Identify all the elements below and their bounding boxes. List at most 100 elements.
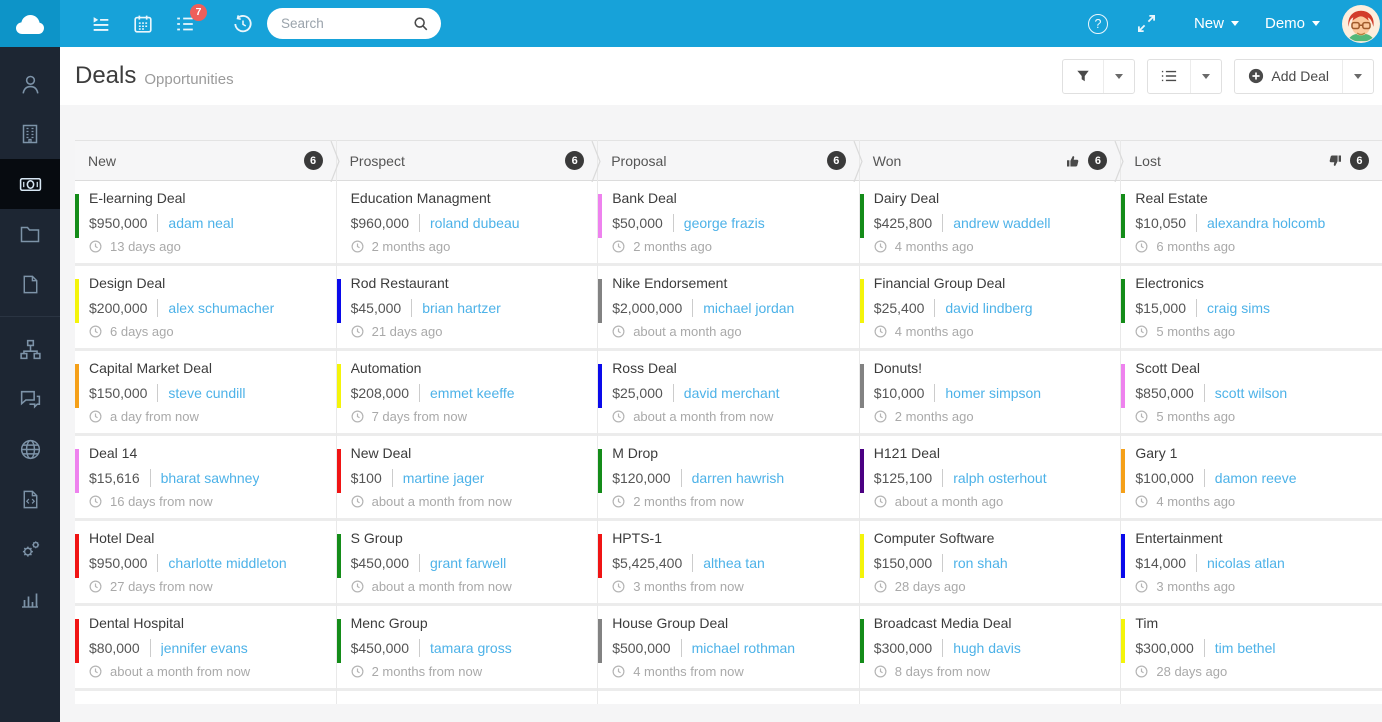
deal-card[interactable]: Entertainment $14,000 nicolas atlan 3 month… xyxy=(1121,521,1382,606)
deal-card[interactable]: S Group $450,000 grant farwell about a mont… xyxy=(336,521,598,606)
deal-title: Computer Software xyxy=(873,530,995,546)
deal-amount: $850,000 xyxy=(1135,385,1194,401)
search-icon[interactable] xyxy=(413,16,429,32)
person-link[interactable]: homer simpson xyxy=(945,385,1042,401)
app-logo[interactable] xyxy=(0,0,60,47)
deal-time: about a month from now xyxy=(371,494,512,509)
person-link[interactable]: damon reeve xyxy=(1214,470,1297,486)
view-button-group xyxy=(1147,58,1223,94)
probability-indicator xyxy=(336,364,341,408)
new-menu[interactable]: New xyxy=(1194,15,1239,32)
sidebar-item-deals[interactable] xyxy=(0,159,60,209)
person-link[interactable]: ron shah xyxy=(953,555,1008,571)
sidebar-item-portal[interactable] xyxy=(0,424,60,474)
person-link[interactable]: adam neal xyxy=(168,215,234,231)
deal-card[interactable]: Capital Market Deal $150,000 steve cundill… xyxy=(75,351,336,436)
calendar-icon[interactable] xyxy=(130,11,156,37)
deal-card[interactable]: Broadcast Media Deal $300,000 hugh davis 8 … xyxy=(859,606,1121,691)
history-icon[interactable] xyxy=(230,11,256,37)
person-link[interactable]: charlotte middleton xyxy=(168,555,287,571)
sidebar-item-cases[interactable] xyxy=(0,374,60,424)
deal-card[interactable]: Design Deal $200,000 alex schumacher 6 days… xyxy=(75,266,336,351)
deal-card[interactable]: Dairy Deal $425,800 andrew waddell 4 months… xyxy=(859,181,1121,266)
person-link[interactable]: roland dubeau xyxy=(430,215,520,231)
deal-card[interactable]: Nike Endorsement $2,000,000 michael jordan… xyxy=(598,266,859,351)
deal-card[interactable]: Real Estate $10,050 alexandra holcomb 6 mon… xyxy=(1121,181,1382,266)
person-link[interactable]: martine jager xyxy=(402,470,485,486)
person-link[interactable]: steve cundill xyxy=(168,385,246,401)
person-link[interactable]: scott wilson xyxy=(1214,385,1288,401)
deal-card[interactable]: HPTS-1 $5,425,400 althea tan 3 months from … xyxy=(598,521,859,606)
person-link[interactable]: nicolas atlan xyxy=(1206,555,1285,571)
deal-title: Entertainment xyxy=(1135,530,1223,546)
person-link[interactable]: michael rothman xyxy=(691,640,796,656)
clock-icon xyxy=(89,665,102,678)
sidebar-item-campaigns[interactable] xyxy=(0,324,60,374)
person-link[interactable]: david lindberg xyxy=(945,300,1033,316)
help-icon[interactable]: ? xyxy=(1087,13,1108,34)
deal-card[interactable]: Ross Deal $25,000 david merchant about a mo… xyxy=(598,351,859,436)
sidebar-item-reports[interactable] xyxy=(0,574,60,624)
deal-card[interactable]: Bank Deal $50,000 george frazis 2 months ag… xyxy=(598,181,859,266)
sidebar-item-templates[interactable] xyxy=(0,474,60,524)
person-link[interactable]: bharat sawhney xyxy=(160,470,260,486)
column-header: Proposal 6 xyxy=(598,140,863,182)
stream-icon[interactable] xyxy=(88,11,114,37)
deal-card[interactable]: Automation $208,000 emmet keeffe 7 days fro… xyxy=(336,351,598,436)
list-view-button[interactable] xyxy=(1148,60,1190,93)
deal-card[interactable]: House Group Deal $500,000 michael rothman 4… xyxy=(598,606,859,691)
deal-card[interactable]: Deal 14 $15,616 bharat sawhney 16 days from… xyxy=(75,436,336,521)
person-link[interactable]: george frazis xyxy=(683,215,765,231)
deal-card[interactable]: Computer Software $150,000 ron shah 28 days… xyxy=(859,521,1121,606)
avatar[interactable] xyxy=(1342,4,1380,43)
user-menu[interactable]: Demo xyxy=(1265,15,1320,32)
probability-indicator xyxy=(75,279,79,323)
deal-card[interactable]: Dental Hospital $80,000 jennifer evans abou… xyxy=(75,606,336,691)
tasks-icon[interactable]: 7 xyxy=(172,3,207,37)
deal-card[interactable]: Menc Group $450,000 tamara gross 2 months f… xyxy=(336,606,598,691)
filter-dropdown-button[interactable] xyxy=(1103,59,1134,93)
deal-card[interactable]: Gary 1 $100,000 damon reeve 4 months ago xyxy=(1121,436,1382,521)
add-deal-button[interactable]: Add Deal xyxy=(1235,60,1342,93)
person-link[interactable]: alex schumacher xyxy=(168,300,275,316)
deal-card[interactable]: Financial Group Deal $25,400 david lindber… xyxy=(859,266,1121,351)
sidebar-item-files[interactable] xyxy=(0,259,60,309)
deal-card[interactable]: Tim $300,000 tim bethel 28 days ago xyxy=(1121,606,1382,691)
person-link[interactable]: andrew waddell xyxy=(953,215,1051,231)
person-link[interactable]: hugh davis xyxy=(953,640,1021,656)
divider xyxy=(157,384,159,402)
person-link[interactable]: darren hawrish xyxy=(691,470,785,486)
deal-card[interactable]: M Drop $120,000 darren hawrish 2 months fro… xyxy=(598,436,859,521)
person-link[interactable]: althea tan xyxy=(703,555,765,571)
sidebar-item-contacts[interactable] xyxy=(0,59,60,109)
person-link[interactable]: david merchant xyxy=(683,385,780,401)
deal-card[interactable]: E-learning Deal $950,000 adam neal 13 days … xyxy=(75,181,336,266)
person-link[interactable]: emmet keeffe xyxy=(430,385,515,401)
person-link[interactable]: ralph osterhout xyxy=(953,470,1047,486)
deal-card[interactable]: Scott Deal $850,000 scott wilson 5 months a… xyxy=(1121,351,1382,436)
person-link[interactable]: brian hartzer xyxy=(422,300,501,316)
deal-card[interactable]: Rod Restaurant $45,000 brian hartzer 21 day… xyxy=(336,266,598,351)
deal-card[interactable]: Education Managment $960,000 roland dubeau… xyxy=(336,181,598,266)
deal-card[interactable]: New Deal $100 martine jager about a month f… xyxy=(336,436,598,521)
person-link[interactable]: tim bethel xyxy=(1214,640,1276,656)
person-link[interactable]: michael jordan xyxy=(703,300,795,316)
person-link[interactable]: craig sims xyxy=(1206,300,1270,316)
deal-card[interactable]: Electronics $15,000 craig sims 5 months ago xyxy=(1121,266,1382,351)
sidebar-item-documents[interactable] xyxy=(0,209,60,259)
deal-card[interactable]: H121 Deal $125,100 ralph osterhout about a … xyxy=(859,436,1121,521)
person-link[interactable]: tamara gross xyxy=(430,640,512,656)
deal-card[interactable]: Hotel Deal $950,000 charlotte middleton 27 … xyxy=(75,521,336,606)
person-link[interactable]: alexandra holcomb xyxy=(1206,215,1326,231)
filter-button[interactable] xyxy=(1063,60,1103,93)
deal-card[interactable]: Donuts! $10,000 homer simpson 2 months ago xyxy=(859,351,1121,436)
clock-icon xyxy=(1135,325,1148,338)
sidebar-item-admin[interactable] xyxy=(0,524,60,574)
add-deal-dropdown-button[interactable] xyxy=(1342,59,1373,93)
search-input[interactable] xyxy=(279,15,413,32)
sidebar-item-accounts[interactable] xyxy=(0,109,60,159)
person-link[interactable]: grant farwell xyxy=(430,555,507,571)
expand-icon[interactable] xyxy=(1134,11,1160,37)
person-link[interactable]: jennifer evans xyxy=(160,640,248,656)
view-dropdown-button[interactable] xyxy=(1190,59,1221,93)
